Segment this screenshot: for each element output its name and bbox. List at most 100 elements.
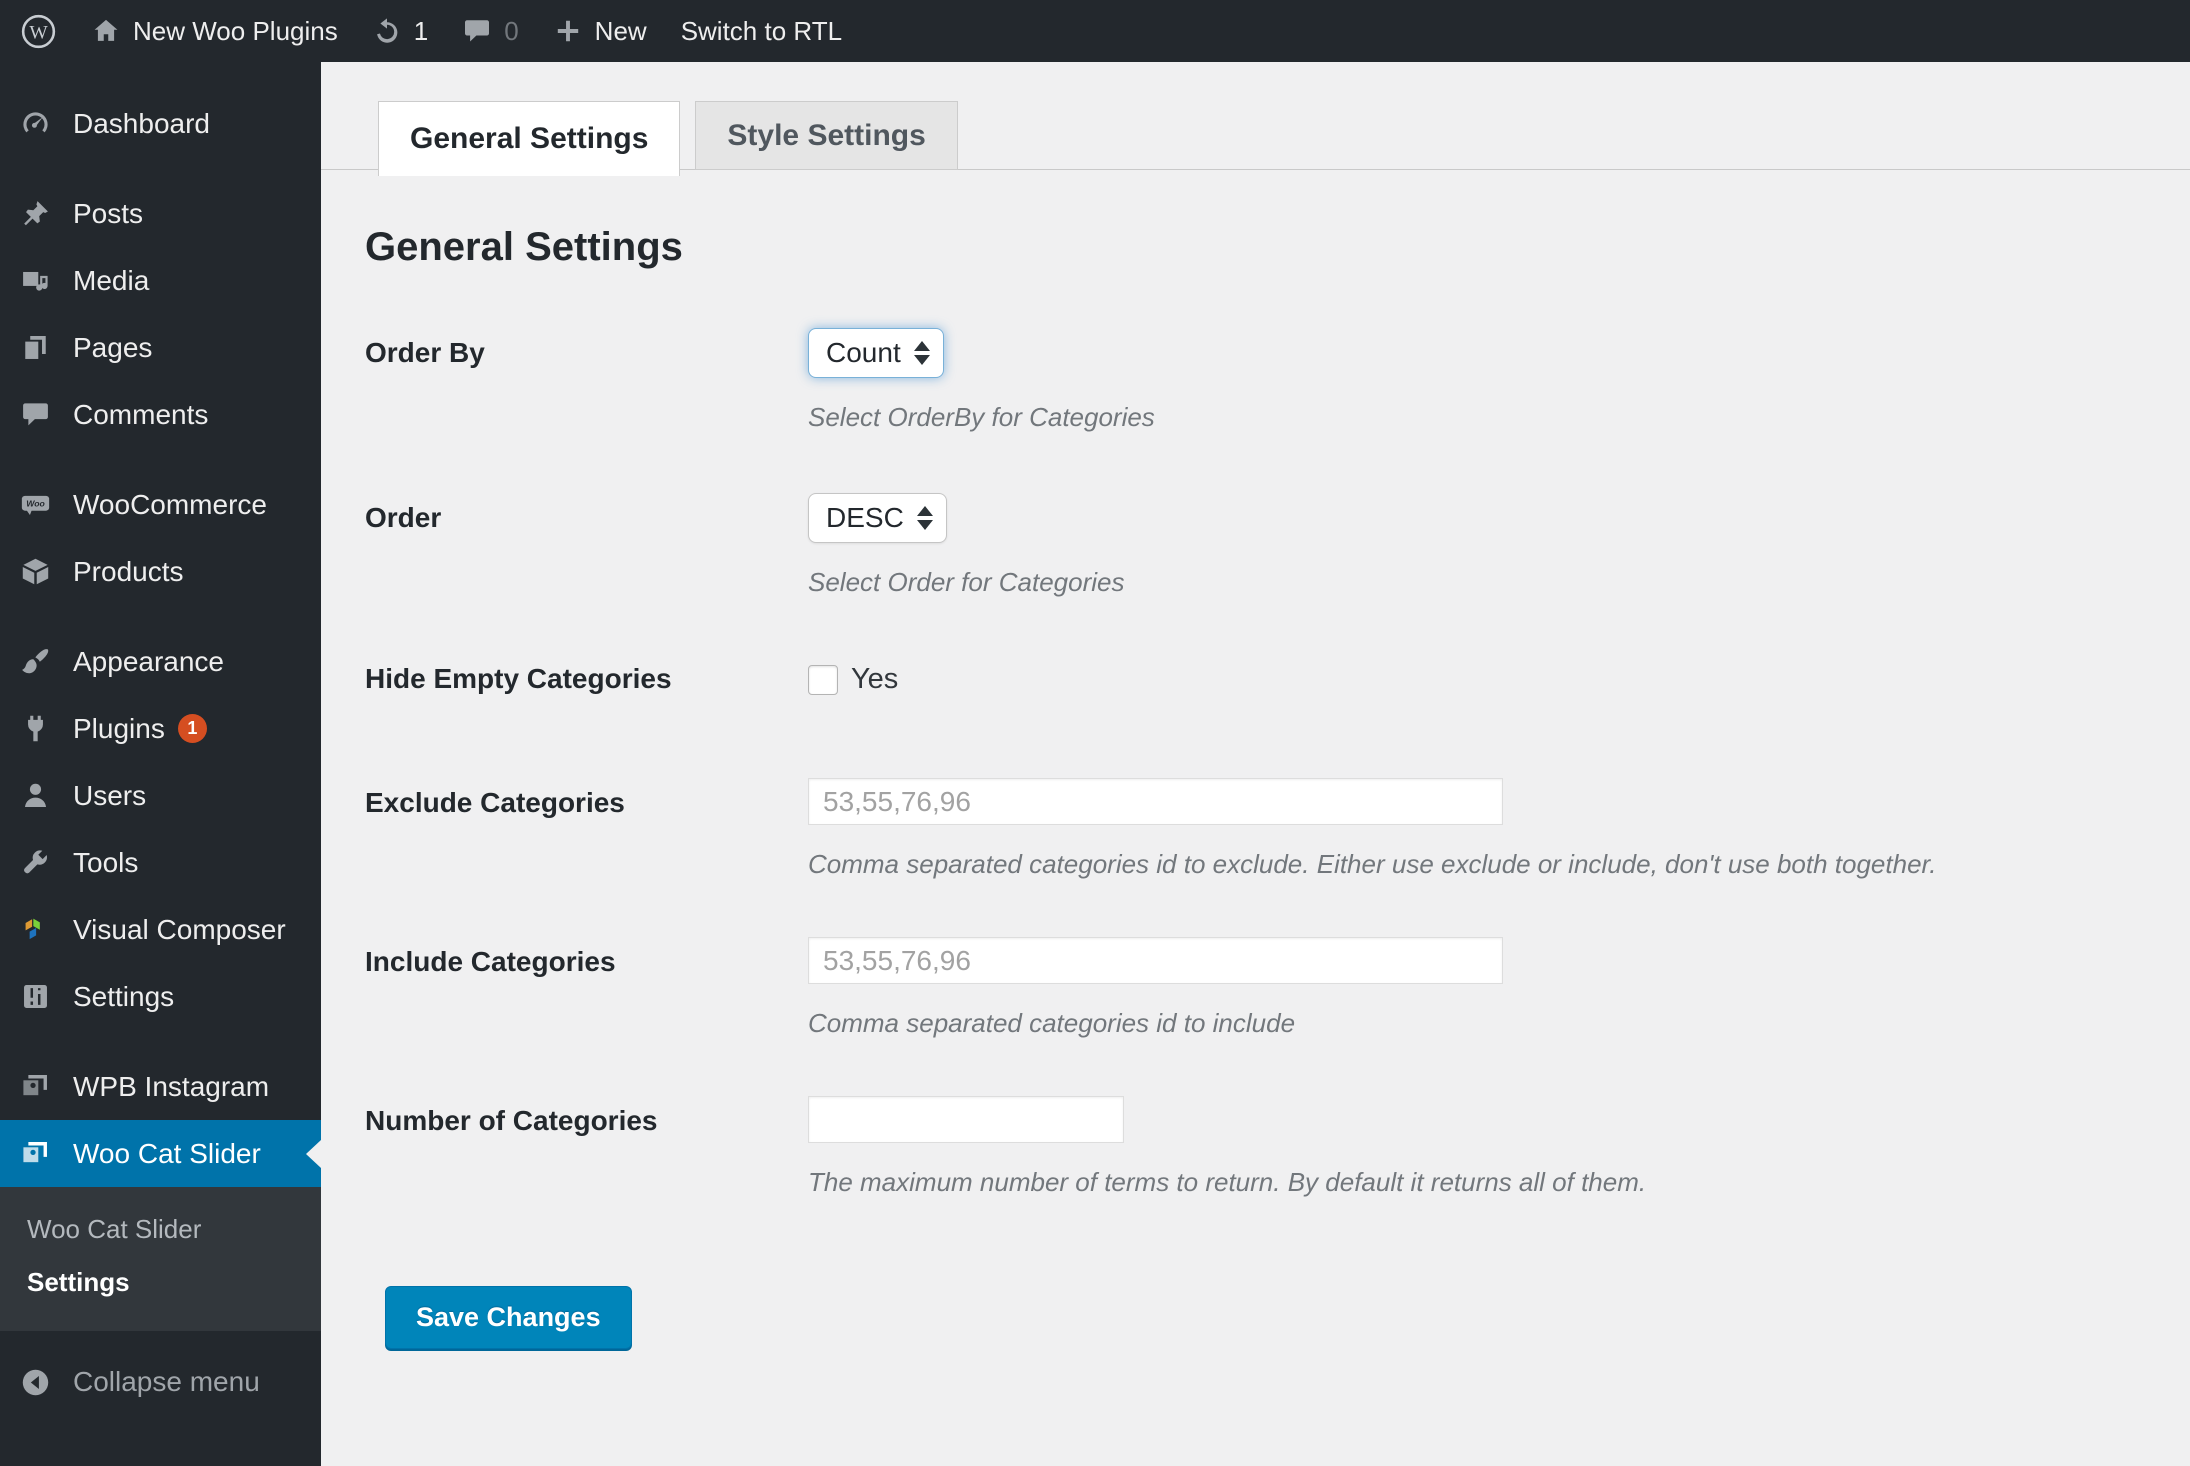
wrench-icon [20,847,51,878]
sidebar-item-label: WPB Instagram [73,1070,270,1102]
sidebar-item-products[interactable]: Products [0,538,321,605]
new-label: New [594,15,647,46]
sidebar-item-appearance[interactable]: Appearance [0,628,321,695]
general-settings-form: Order By Count Select OrderBy for Catego… [365,328,2150,1349]
sidebar-item-label: Appearance [73,645,225,677]
sidebar-item-settings[interactable]: Settings [0,963,321,1030]
order-by-select[interactable]: Count [808,328,944,378]
sidebar-item-tools[interactable]: Tools [0,829,321,896]
pages-icon [20,332,51,363]
svg-text:W: W [29,22,48,43]
sidebar-item-woo-cat-slider[interactable]: Woo Cat Slider [0,1120,321,1187]
sidebar-item-label: Comments [73,398,209,430]
sidebar-item-label: Users [73,779,147,811]
sidebar-item-plugins[interactable]: Plugins 1 [0,695,321,762]
woocommerce-icon: Woo [20,489,51,520]
main-content: General Settings Style Settings General … [321,62,2190,1466]
settings-tabbar: General Settings Style Settings [321,101,2190,176]
dashboard-icon [20,108,51,139]
sidebar-item-label: Dashboard [73,107,210,139]
admin-bar: W New Woo Plugins 1 0 New Switch to RTL [0,0,2190,62]
sidebar-item-wpb-instagram[interactable]: WPB Instagram [0,1053,321,1120]
order-by-help: Select OrderBy for Categories [808,402,1155,432]
svg-text:Woo: Woo [26,499,45,509]
collapse-menu-button[interactable]: Collapse menu [0,1351,321,1413]
plugins-update-badge: 1 [177,714,207,743]
hide-empty-checkbox-label: Yes [851,663,899,695]
updates-link[interactable]: 1 [355,0,445,62]
tab-style-settings[interactable]: Style Settings [695,101,958,170]
site-name-label: New Woo Plugins [133,15,338,46]
plug-icon [20,713,51,744]
order-row: Order DESC Select Order for Categories [365,493,2150,598]
box-icon [20,556,51,587]
photos-icon [20,1071,51,1102]
sidebar-item-users[interactable]: Users [0,762,321,829]
site-name-link[interactable]: New Woo Plugins [74,0,355,62]
include-categories-input[interactable] [808,937,1503,984]
sidebar-item-label: Plugins [73,712,165,744]
sidebar-item-label: WooCommerce [73,488,267,520]
new-content-link[interactable]: New [536,0,664,62]
comments-count: 0 [504,15,519,46]
sliders-icon [20,981,51,1012]
save-changes-button[interactable]: Save Changes [385,1286,632,1349]
hide-empty-label: Hide Empty Categories [365,663,672,694]
order-by-row: Order By Count Select OrderBy for Catego… [365,328,2150,433]
admin-sidebar: Dashboard Posts Media Pages Comments Woo WooCo… [0,62,321,1466]
switch-to-rtl-link[interactable]: Switch to RTL [664,0,859,62]
sidebar-item-label: Tools [73,846,139,878]
order-help: Select Order for Categories [808,567,1125,597]
select-arrows-icon [916,506,933,530]
sidebar-item-posts[interactable]: Posts [0,180,321,247]
order-value: DESC [826,502,904,533]
admin-menu: Dashboard Posts Media Pages Comments Woo WooCo… [0,90,321,1187]
exclude-categories-help: Comma separated categories id to exclude… [808,849,1937,879]
hide-empty-checkbox[interactable] [808,664,838,695]
exclude-categories-input[interactable] [808,778,1503,825]
include-categories-row: Include Categories Comma separated categ… [365,937,2150,1039]
plus-icon [553,16,583,46]
select-arrows-icon [913,341,930,365]
order-select[interactable]: DESC [808,493,947,543]
include-categories-help: Comma separated categories id to include [808,1008,1296,1038]
order-label: Order [365,502,442,533]
sidebar-item-label: Media [73,264,150,296]
submenu-item-settings[interactable]: Settings [27,1267,130,1297]
paintbrush-icon [20,646,51,677]
wordpress-logo-icon: W [20,13,57,50]
woo-cat-slider-submenu: Woo Cat Slider Settings [0,1187,321,1331]
exclude-categories-row: Exclude Categories Comma separated categ… [365,778,2150,880]
sidebar-item-visual-composer[interactable]: Visual Composer [0,896,321,963]
home-icon [91,16,121,46]
comments-icon [462,16,492,46]
collapse-arrow-icon [20,1367,51,1398]
number-of-categories-input[interactable] [808,1096,1124,1143]
sidebar-item-pages[interactable]: Pages [0,314,321,381]
comment-bubble-icon [20,399,51,430]
sidebar-item-label: Woo Cat Slider [73,1137,261,1169]
sidebar-item-label: Pages [73,331,153,363]
include-categories-label: Include Categories [365,946,616,977]
tab-general-settings[interactable]: General Settings [378,101,681,176]
sidebar-item-media[interactable]: Media [0,247,321,314]
sidebar-item-dashboard[interactable]: Dashboard [0,90,321,157]
updates-icon [372,16,402,46]
number-of-categories-label: Number of Categories [365,1105,658,1136]
order-by-label: Order By [365,337,485,368]
user-icon [20,780,51,811]
number-of-categories-help: The maximum number of terms to return. B… [808,1167,1647,1197]
sidebar-item-comments[interactable]: Comments [0,381,321,448]
comments-link[interactable]: 0 [445,0,535,62]
submenu-item-woo-cat-slider[interactable]: Woo Cat Slider [27,1214,202,1244]
wordpress-menu-button[interactable]: W [14,0,74,62]
hide-empty-row: Hide Empty Categories Yes [365,663,2150,696]
photos-icon [20,1138,51,1169]
number-of-categories-row: Number of Categories The maximum number … [365,1096,2150,1198]
sidebar-item-label: Settings [73,980,175,1012]
pushpin-icon [20,198,51,229]
exclude-categories-label: Exclude Categories [365,787,625,818]
sidebar-item-woocommerce[interactable]: Woo WooCommerce [0,471,321,538]
collapse-menu-label: Collapse menu [73,1366,260,1397]
media-icon [20,265,51,296]
